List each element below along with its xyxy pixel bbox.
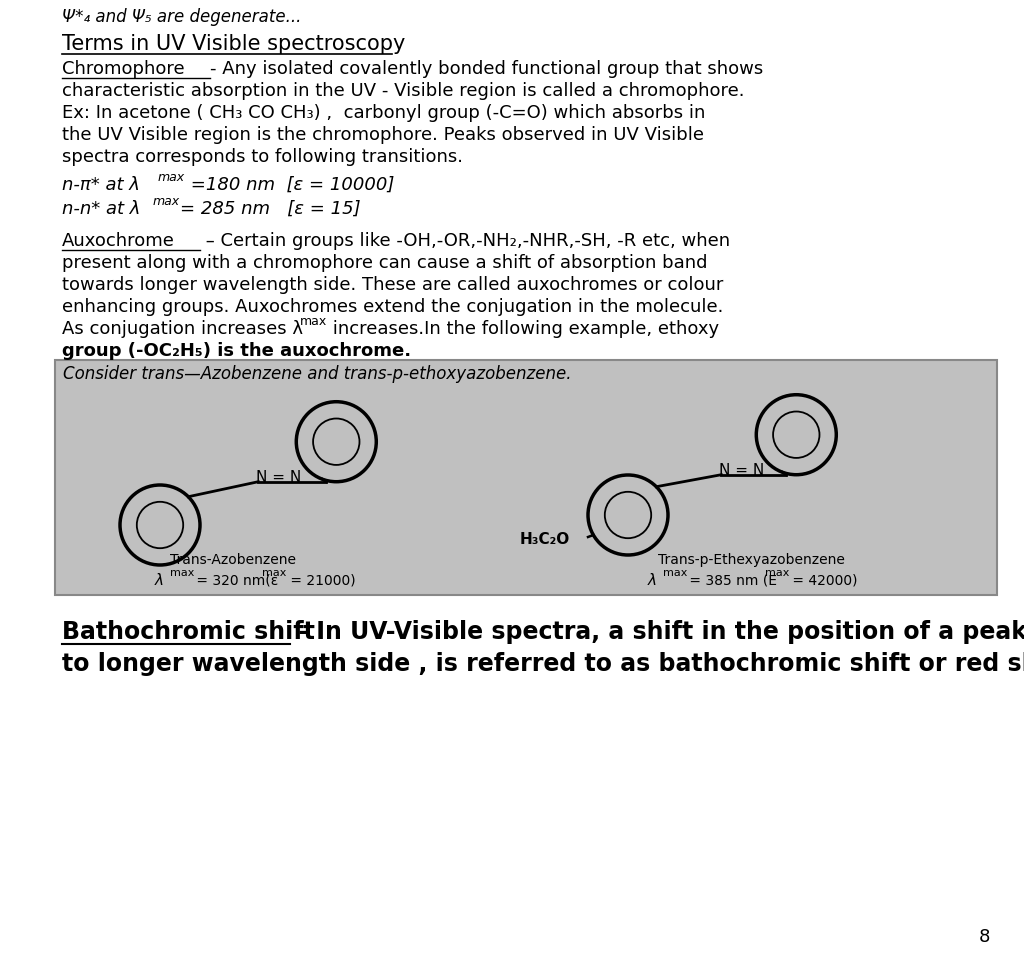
Text: spectra corresponds to following transitions.: spectra corresponds to following transit… [62,148,463,166]
Text: n-n* at λ: n-n* at λ [62,200,140,218]
Text: max: max [158,171,185,184]
Text: to longer wavelength side , is referred to as bathochromic shift or red shift.: to longer wavelength side , is referred … [62,652,1024,676]
Text: N = N: N = N [256,469,301,485]
Text: λ: λ [155,573,164,588]
Text: = 21000): = 21000) [286,573,355,587]
Text: H₃C₂O: H₃C₂O [520,532,570,547]
Text: group (-OC₂H₅) is the auxochrome.: group (-OC₂H₅) is the auxochrome. [62,342,411,360]
Text: Consider trans—Azobenzene and trans-p-ethoxyazobenzene.: Consider trans—Azobenzene and trans-p-et… [63,365,571,383]
Text: Terms in UV Visible spectroscopy: Terms in UV Visible spectroscopy [62,34,406,54]
Text: max: max [765,568,790,578]
Text: As conjugation increases λ: As conjugation increases λ [62,320,303,338]
Text: characteristic absorption in the UV - Visible region is called a chromophore.: characteristic absorption in the UV - Vi… [62,82,744,100]
Text: max: max [300,315,328,328]
Text: - In UV-Visible spectra, a shift in the position of a peak: - In UV-Visible spectra, a shift in the … [290,620,1024,644]
Text: max: max [663,568,687,578]
Text: Trans-p-Ethexyazobenzene: Trans-p-Ethexyazobenzene [658,553,845,567]
FancyBboxPatch shape [55,360,997,595]
Text: Trans-Azobenzene: Trans-Azobenzene [170,553,296,567]
Text: the UV Visible region is the chromophore. Peaks observed in UV Visible: the UV Visible region is the chromophore… [62,126,705,144]
Text: 8: 8 [979,928,990,946]
Text: Bathochromic shift: Bathochromic shift [62,620,314,644]
Text: towards longer wavelength side. These are called auxochromes or colour: towards longer wavelength side. These ar… [62,276,723,294]
Text: - Any isolated covalently bonded functional group that shows: - Any isolated covalently bonded functio… [210,60,763,78]
Text: Auxochrome: Auxochrome [62,232,175,250]
Text: =180 nm  [ε = 10000]: =180 nm [ε = 10000] [185,176,394,194]
Text: increases.In the following example, ethoxy: increases.In the following example, etho… [327,320,719,338]
Text: Ex: In acetone ( CH₃ CO CH₃) ,  carbonyl group (-C=O) which absorbs in: Ex: In acetone ( CH₃ CO CH₃) , carbonyl … [62,104,706,122]
Text: – Certain groups like -OH,-OR,-NH₂,-NHR,-SH, -R etc, when: – Certain groups like -OH,-OR,-NH₂,-NHR,… [200,232,730,250]
Text: Chromophore: Chromophore [62,60,184,78]
Text: n-π* at λ: n-π* at λ [62,176,140,194]
Text: Ψ*₄ and Ψ₅ are degenerate...: Ψ*₄ and Ψ₅ are degenerate... [62,8,301,26]
Text: max: max [153,195,180,208]
Text: λ: λ [648,573,657,588]
Text: max: max [262,568,287,578]
Text: max: max [170,568,195,578]
Text: N = N: N = N [719,463,765,478]
Text: = 320 nm(ε: = 320 nm(ε [193,573,279,587]
Text: = 385 nm (E: = 385 nm (E [685,573,777,587]
Text: enhancing groups. Auxochromes extend the conjugation in the molecule.: enhancing groups. Auxochromes extend the… [62,298,723,316]
Text: = 285 nm   [ε = 15]: = 285 nm [ε = 15] [180,200,360,218]
Text: present along with a chromophore can cause a shift of absorption band: present along with a chromophore can cau… [62,254,708,272]
Text: = 42000): = 42000) [788,573,857,587]
